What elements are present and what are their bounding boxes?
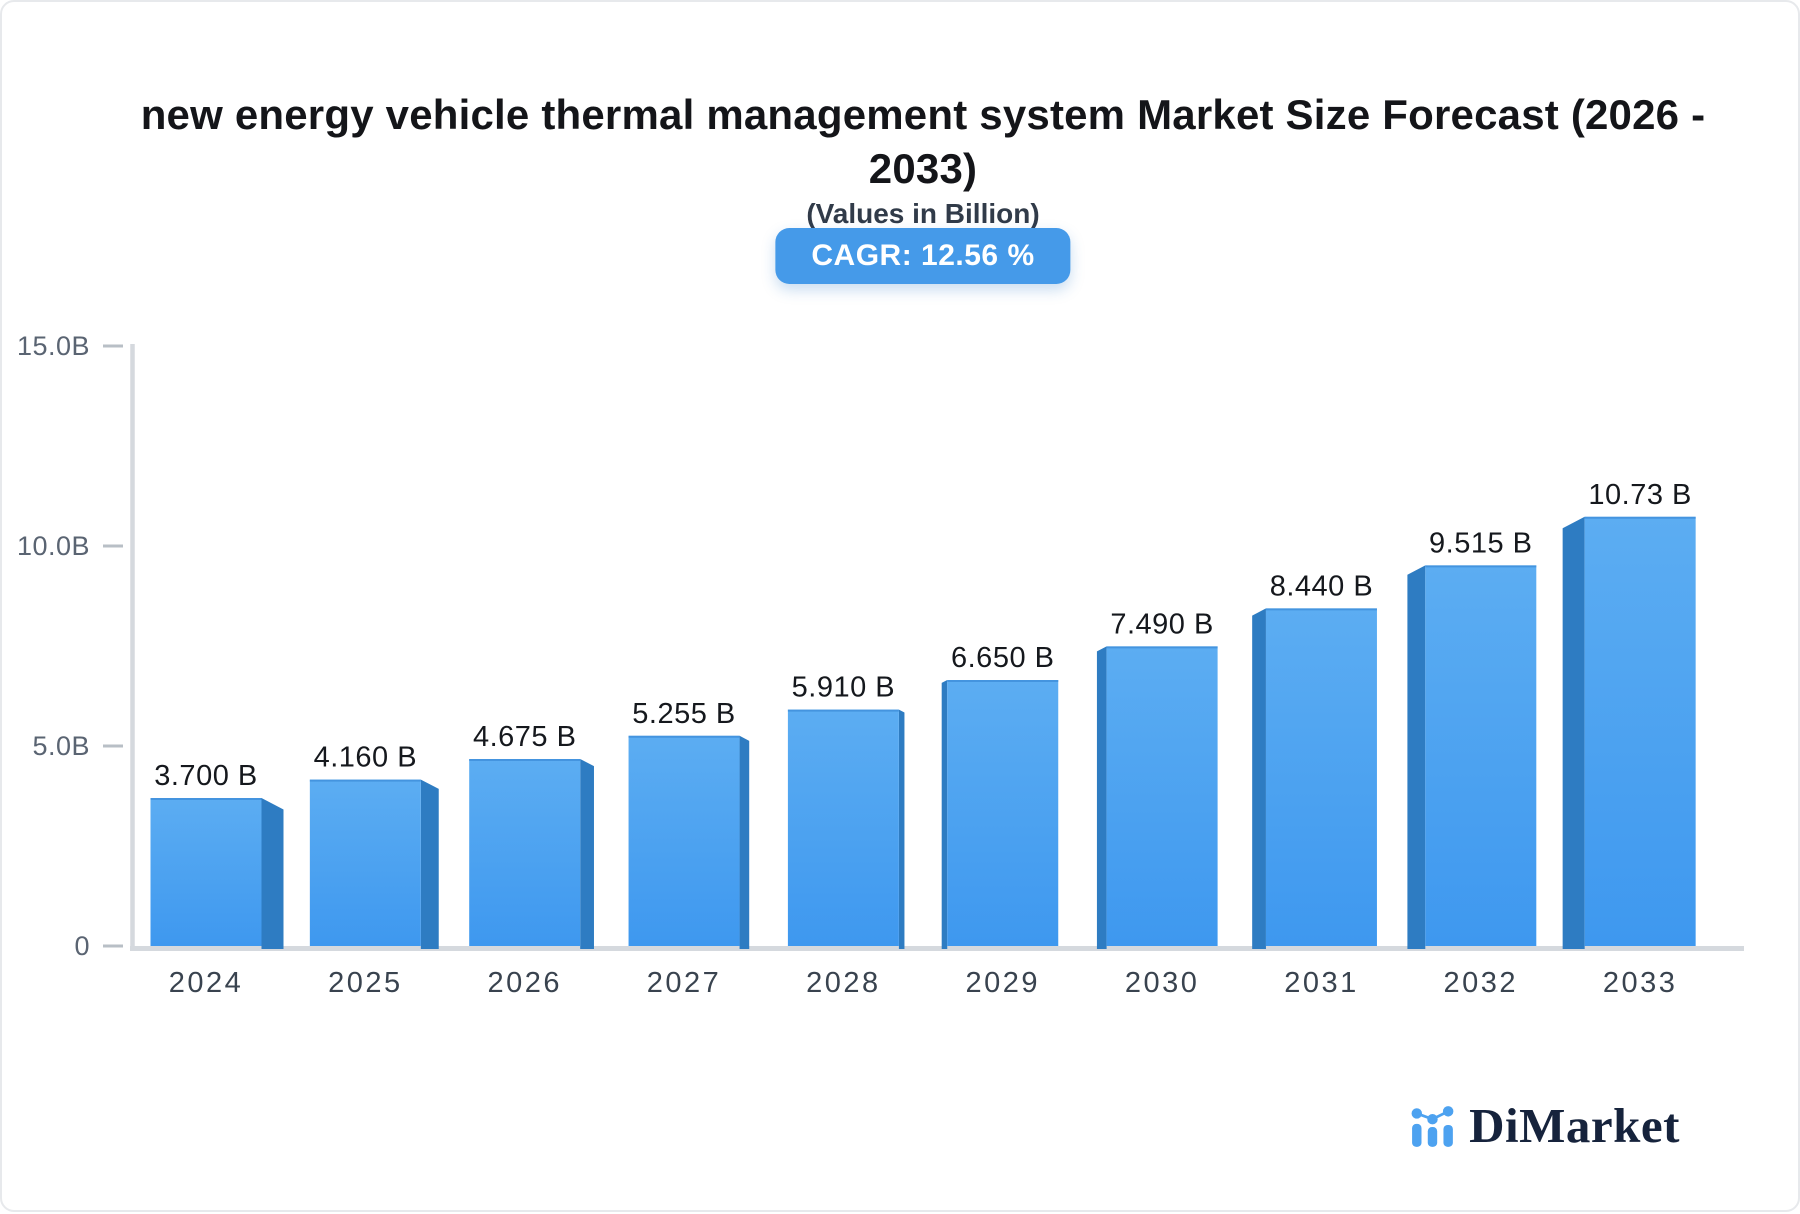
bar-side-2028 (898, 709, 905, 949)
bar-value-label: 3.700 B (154, 760, 257, 792)
chart-subtitle: (Values in Billion) (806, 198, 1040, 229)
bar-2032 (1425, 565, 1537, 946)
labels-layer: 3.700 B 2024 4.160 B 2025 4.675 B 2026 5.255 B… (154, 479, 1691, 999)
x-tick-label: 2025 (328, 967, 403, 999)
cagr-badge: CAGR: 12.56 % (775, 228, 1071, 284)
x-tick-label: 2033 (1603, 967, 1678, 999)
bar-value-label: 5.255 B (632, 698, 735, 730)
chart-title-line1: new energy vehicle thermal management sy… (140, 91, 1706, 138)
bar-2031 (1265, 608, 1377, 946)
brand-name: DiMarket (1469, 1098, 1680, 1153)
x-tick-label: 2031 (1284, 967, 1359, 999)
bar-2029 (947, 680, 1059, 946)
x-tick-label: 2029 (965, 967, 1040, 999)
bar-side-2032 (1407, 565, 1426, 949)
y-tick-label: 5.0B (32, 731, 90, 761)
bar-2026 (469, 759, 581, 946)
x-tick-label: 2028 (806, 967, 881, 999)
bar-value-label: 4.675 B (473, 721, 576, 753)
bar-side-2026 (580, 759, 594, 949)
bar-value-label: 8.440 B (1270, 570, 1373, 602)
bar-side-2029 (941, 680, 948, 949)
x-tick-label: 2026 (487, 967, 562, 999)
bars-layer (150, 516, 1696, 949)
x-tick-label: 2027 (647, 967, 722, 999)
brand-footer: DiMarket (1410, 1101, 1680, 1150)
bar-2030 (1106, 646, 1218, 946)
bar-value-label: 5.910 B (792, 672, 895, 704)
bar-2024 (150, 798, 262, 946)
chart-title: new energy vehicle thermal management sy… (44, 88, 1800, 196)
bar-2033 (1584, 516, 1696, 946)
x-tick-label: 2030 (1125, 967, 1200, 999)
bar-side-2025 (420, 779, 439, 949)
y-tick-label: 10.0B (17, 531, 90, 561)
bar-value-label: 7.490 B (1110, 608, 1213, 640)
axis-layer: 15.0B 10.0B 5.0B 0 (17, 331, 1744, 961)
y-tick-label: 15.0B (17, 331, 90, 361)
bar-value-label: 6.650 B (951, 642, 1054, 674)
bar-side-2027 (739, 735, 750, 949)
chart-title-line2: 2033) (868, 145, 978, 192)
bar-side-2031 (1252, 608, 1266, 949)
bar-2028 (787, 709, 899, 946)
bar-side-2033 (1562, 516, 1585, 949)
x-tick-label: 2024 (169, 967, 244, 999)
x-tick-label: 2032 (1444, 967, 1519, 999)
x-axis-line (130, 946, 1744, 951)
dimarket-logo-bar-chart-with-dots-icon (1411, 1105, 1454, 1147)
bar-2025 (309, 779, 421, 946)
bar-value-label: 4.160 B (314, 742, 417, 774)
bar-value-label: 9.515 B (1429, 527, 1532, 559)
bar-value-label: 10.73 B (1588, 479, 1691, 511)
bar-side-2024 (261, 798, 284, 949)
bar-2027 (628, 735, 740, 946)
bar-side-2030 (1096, 646, 1107, 949)
y-tick-label: 0 (74, 931, 90, 961)
